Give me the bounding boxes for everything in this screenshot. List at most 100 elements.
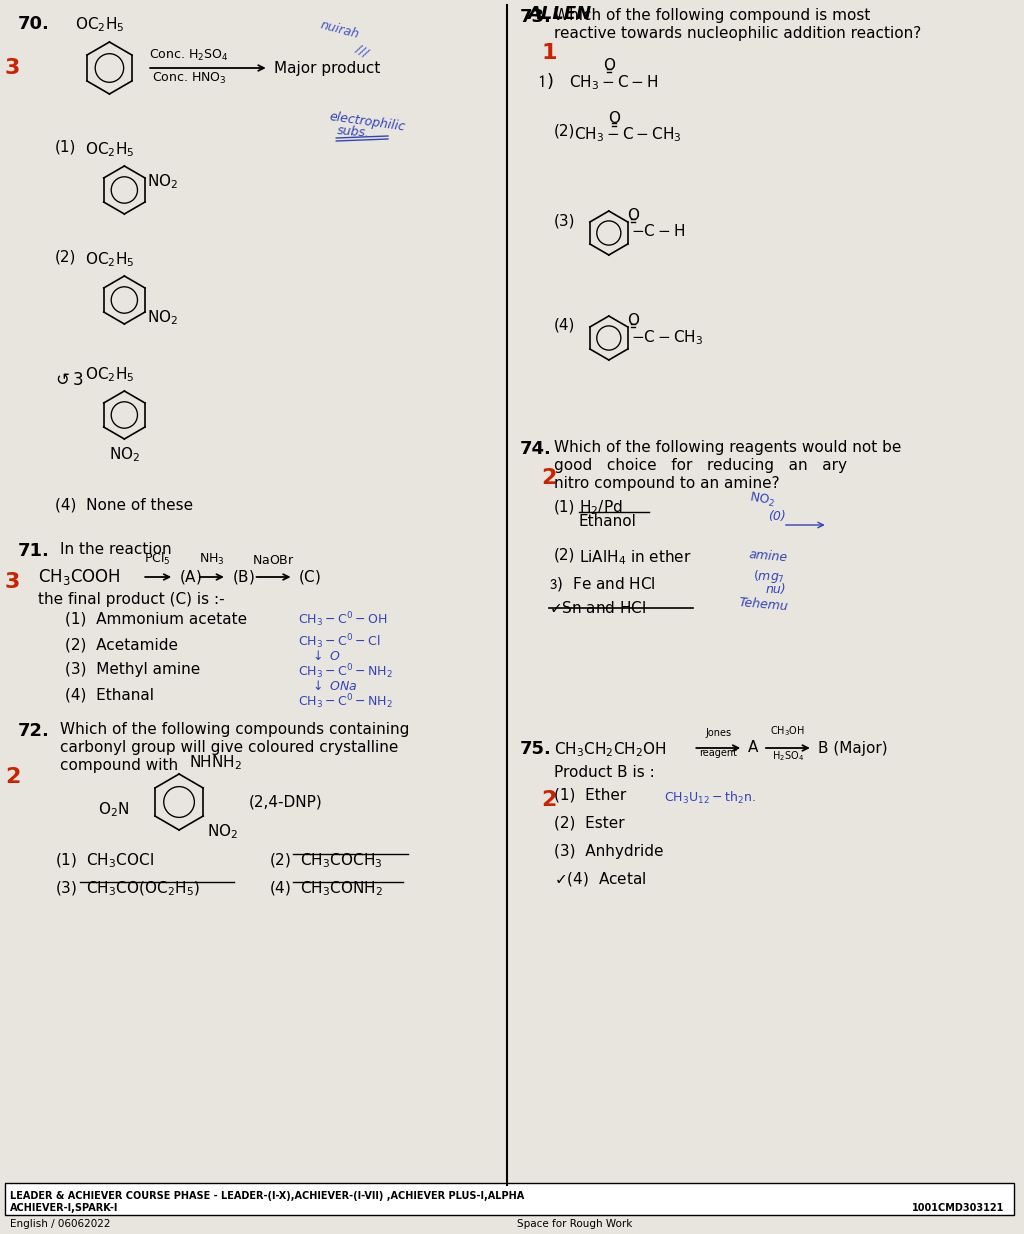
- Text: ACHIEVER-I,SPARK-I: ACHIEVER-I,SPARK-I: [10, 1203, 119, 1213]
- Text: $\mathrm{NO_2}$: $\mathrm{NO_2}$: [749, 490, 776, 510]
- Text: $\checkmark$(4)  Acetal: $\checkmark$(4) Acetal: [554, 870, 646, 888]
- Text: (2): (2): [554, 548, 575, 563]
- Text: 1001CMD303121: 1001CMD303121: [912, 1203, 1005, 1213]
- Text: Which of the following reagents would not be: Which of the following reagents would no…: [554, 441, 901, 455]
- Text: $\mathrm{NaOBr}$: $\mathrm{NaOBr}$: [252, 554, 295, 566]
- Text: $\mathrm{(B)}$: $\mathrm{(B)}$: [231, 568, 255, 586]
- Text: nitro compound to an amine?: nitro compound to an amine?: [554, 476, 779, 491]
- Text: carbonyl group will give coloured crystalline: carbonyl group will give coloured crysta…: [59, 740, 398, 755]
- Text: ALLEN: ALLEN: [527, 5, 592, 23]
- Text: 71.: 71.: [17, 542, 50, 560]
- Text: O: O: [627, 209, 639, 223]
- Text: 70.: 70.: [17, 15, 50, 33]
- Text: $\checkmark$Sn and HCl: $\checkmark$Sn and HCl: [549, 600, 646, 616]
- Text: $\circlearrowleft$3: $\circlearrowleft$3: [52, 371, 83, 389]
- Text: $\mathrm{NO_2}$: $\mathrm{NO_2}$: [147, 173, 178, 191]
- Text: Major product: Major product: [273, 60, 380, 75]
- Text: $\mathrm{OC_2H_5}$: $\mathrm{OC_2H_5}$: [85, 365, 134, 384]
- Text: nu): nu): [766, 582, 786, 596]
- Text: $\mathrm{H_2SO_4}$: $\mathrm{H_2SO_4}$: [772, 749, 804, 763]
- Text: $(mg_7$: $(mg_7$: [753, 568, 785, 585]
- Text: amine: amine: [749, 548, 787, 564]
- Text: (4)  Ethanal: (4) Ethanal: [65, 687, 154, 702]
- Text: nuirah: nuirah: [318, 19, 360, 41]
- Text: electrophilic: electrophilic: [329, 110, 406, 133]
- Text: English / 06062022: English / 06062022: [10, 1219, 111, 1229]
- Text: O: O: [608, 111, 620, 126]
- Text: $\mathrm{NO_2}$: $\mathrm{NO_2}$: [207, 822, 239, 840]
- Bar: [5, 1183, 1014, 1215]
- Text: O: O: [603, 58, 614, 73]
- Text: (1): (1): [554, 500, 575, 515]
- Text: $\mathrm{PCl_5}$: $\mathrm{PCl_5}$: [143, 550, 171, 566]
- Text: subs.: subs.: [336, 123, 370, 139]
- Text: $\mathrm{NO_2}$: $\mathrm{NO_2}$: [109, 445, 140, 464]
- Text: (4)  None of these: (4) None of these: [54, 499, 193, 513]
- Text: reagent: reagent: [699, 748, 737, 758]
- Text: $\downarrow$ ONa: $\downarrow$ ONa: [310, 679, 357, 694]
- Text: (1)  $\mathrm{CH_3COCl}$: (1) $\mathrm{CH_3COCl}$: [54, 851, 154, 870]
- Text: $\mathrm{(C)}$: $\mathrm{(C)}$: [298, 568, 322, 586]
- Text: $\mathrm{O_2N}$: $\mathrm{O_2N}$: [98, 801, 129, 819]
- Text: 72.: 72.: [17, 722, 50, 740]
- Text: $\mathrm{CH_3 - C^0 - NH_2}$: $\mathrm{CH_3 - C^0 - NH_2}$: [298, 692, 393, 711]
- Text: (3)  $\mathrm{CH_3CO(OC_2H_5)}$: (3) $\mathrm{CH_3CO(OC_2H_5)}$: [54, 880, 200, 898]
- Text: Conc. $\mathrm{H_2SO_4}$: Conc. $\mathrm{H_2SO_4}$: [150, 48, 228, 63]
- Text: (1)  Ammonium acetate: (1) Ammonium acetate: [65, 612, 247, 627]
- Text: $\mathrm{NH_3}$: $\mathrm{NH_3}$: [199, 552, 224, 566]
- Text: $\mathrm{NO_2}$: $\mathrm{NO_2}$: [147, 308, 178, 327]
- Text: the final product (C) is :-: the final product (C) is :-: [38, 592, 224, 607]
- Text: 1: 1: [541, 43, 557, 63]
- Text: $\mathrm{LiAlH_4}$ in ether: $\mathrm{LiAlH_4}$ in ether: [579, 548, 691, 566]
- Text: $\mathrm{OC_2H_5}$: $\mathrm{OC_2H_5}$: [85, 139, 134, 159]
- Text: (3)  Methyl amine: (3) Methyl amine: [65, 661, 200, 677]
- Text: $\mathrm{CH_3 - C^0 - NH_2}$: $\mathrm{CH_3 - C^0 - NH_2}$: [298, 661, 393, 681]
- Text: $\mathrm{OC_2H_5}$: $\mathrm{OC_2H_5}$: [85, 251, 134, 269]
- Text: $\mathrm{-C-CH_3}$: $\mathrm{-C-CH_3}$: [631, 328, 703, 347]
- Text: ///: ///: [353, 42, 371, 59]
- Text: $\mathrm{-C-H}$: $\mathrm{-C-H}$: [631, 223, 685, 239]
- Text: (2)  $\mathrm{CH_3COCH_3}$: (2) $\mathrm{CH_3COCH_3}$: [268, 851, 382, 870]
- Text: $\mathrm{CH_3 - C^0 - OH}$: $\mathrm{CH_3 - C^0 - OH}$: [298, 610, 388, 628]
- Text: $\mathscr{3}$)  Fe and HCl: $\mathscr{3}$) Fe and HCl: [549, 575, 656, 594]
- Text: LEADER & ACHIEVER COURSE PHASE - LEADER-(I-X),ACHIEVER-(I-VII) ,ACHIEVER PLUS-I,: LEADER & ACHIEVER COURSE PHASE - LEADER-…: [10, 1191, 524, 1201]
- Text: 2: 2: [541, 468, 557, 487]
- Text: $\mathrm{(A)}$: $\mathrm{(A)}$: [179, 568, 202, 586]
- Text: 2: 2: [5, 768, 20, 787]
- Text: Space for Rough Work: Space for Rough Work: [517, 1219, 633, 1229]
- Text: reactive towards nucleophilic addition reaction?: reactive towards nucleophilic addition r…: [554, 26, 922, 41]
- Text: Ethanol: Ethanol: [579, 515, 637, 529]
- Text: (2): (2): [554, 123, 575, 138]
- Text: compound with: compound with: [59, 758, 178, 772]
- Text: (1): (1): [54, 139, 76, 155]
- Text: B (Major): B (Major): [818, 740, 888, 755]
- Text: $\mathrm{CH_3U_{12}-th_2n}.$: $\mathrm{CH_3U_{12}-th_2n}.$: [664, 790, 756, 806]
- Text: $\mathrm{CH_3CH_2CH_2OH}$: $\mathrm{CH_3CH_2CH_2OH}$: [554, 740, 667, 759]
- Text: (2,4-DNP): (2,4-DNP): [249, 795, 323, 810]
- Text: (3): (3): [554, 213, 575, 228]
- Text: O: O: [627, 313, 639, 328]
- Text: Tehemu: Tehemu: [738, 596, 788, 613]
- Text: $\mathrm{CH_3-C-CH_3}$: $\mathrm{CH_3-C-CH_3}$: [574, 125, 682, 143]
- Text: In the reaction: In the reaction: [59, 542, 171, 557]
- Text: Jones: Jones: [706, 728, 731, 738]
- Text: $\mathrm{NHNH_2}$: $\mathrm{NHNH_2}$: [189, 753, 242, 772]
- Text: $\mathscr{1})$: $\mathscr{1})$: [538, 72, 554, 91]
- Text: 3: 3: [5, 58, 20, 78]
- Text: (4): (4): [554, 318, 575, 333]
- Text: (0): (0): [768, 510, 785, 523]
- Text: 73.: 73.: [519, 7, 551, 26]
- Text: Product B is :: Product B is :: [554, 765, 655, 780]
- Text: $\mathrm{OC_2H_5}$: $\mathrm{OC_2H_5}$: [75, 15, 124, 33]
- Text: 74.: 74.: [519, 441, 551, 458]
- Text: $\mathrm{CH_3OH}$: $\mathrm{CH_3OH}$: [770, 724, 805, 738]
- Text: 75.: 75.: [519, 740, 551, 758]
- Text: (1)  Ether: (1) Ether: [554, 789, 627, 803]
- Text: (2)  Ester: (2) Ester: [554, 816, 625, 830]
- Text: good   choice   for   reducing   an   ary: good choice for reducing an ary: [554, 458, 847, 473]
- Text: Which of the following compound is most: Which of the following compound is most: [554, 7, 870, 23]
- Text: $\downarrow$ O: $\downarrow$ O: [310, 649, 341, 663]
- Text: Conc. $\mathrm{HNO_3}$: Conc. $\mathrm{HNO_3}$: [152, 72, 226, 86]
- Text: Which of the following compounds containing: Which of the following compounds contain…: [59, 722, 409, 737]
- Text: A: A: [749, 740, 759, 755]
